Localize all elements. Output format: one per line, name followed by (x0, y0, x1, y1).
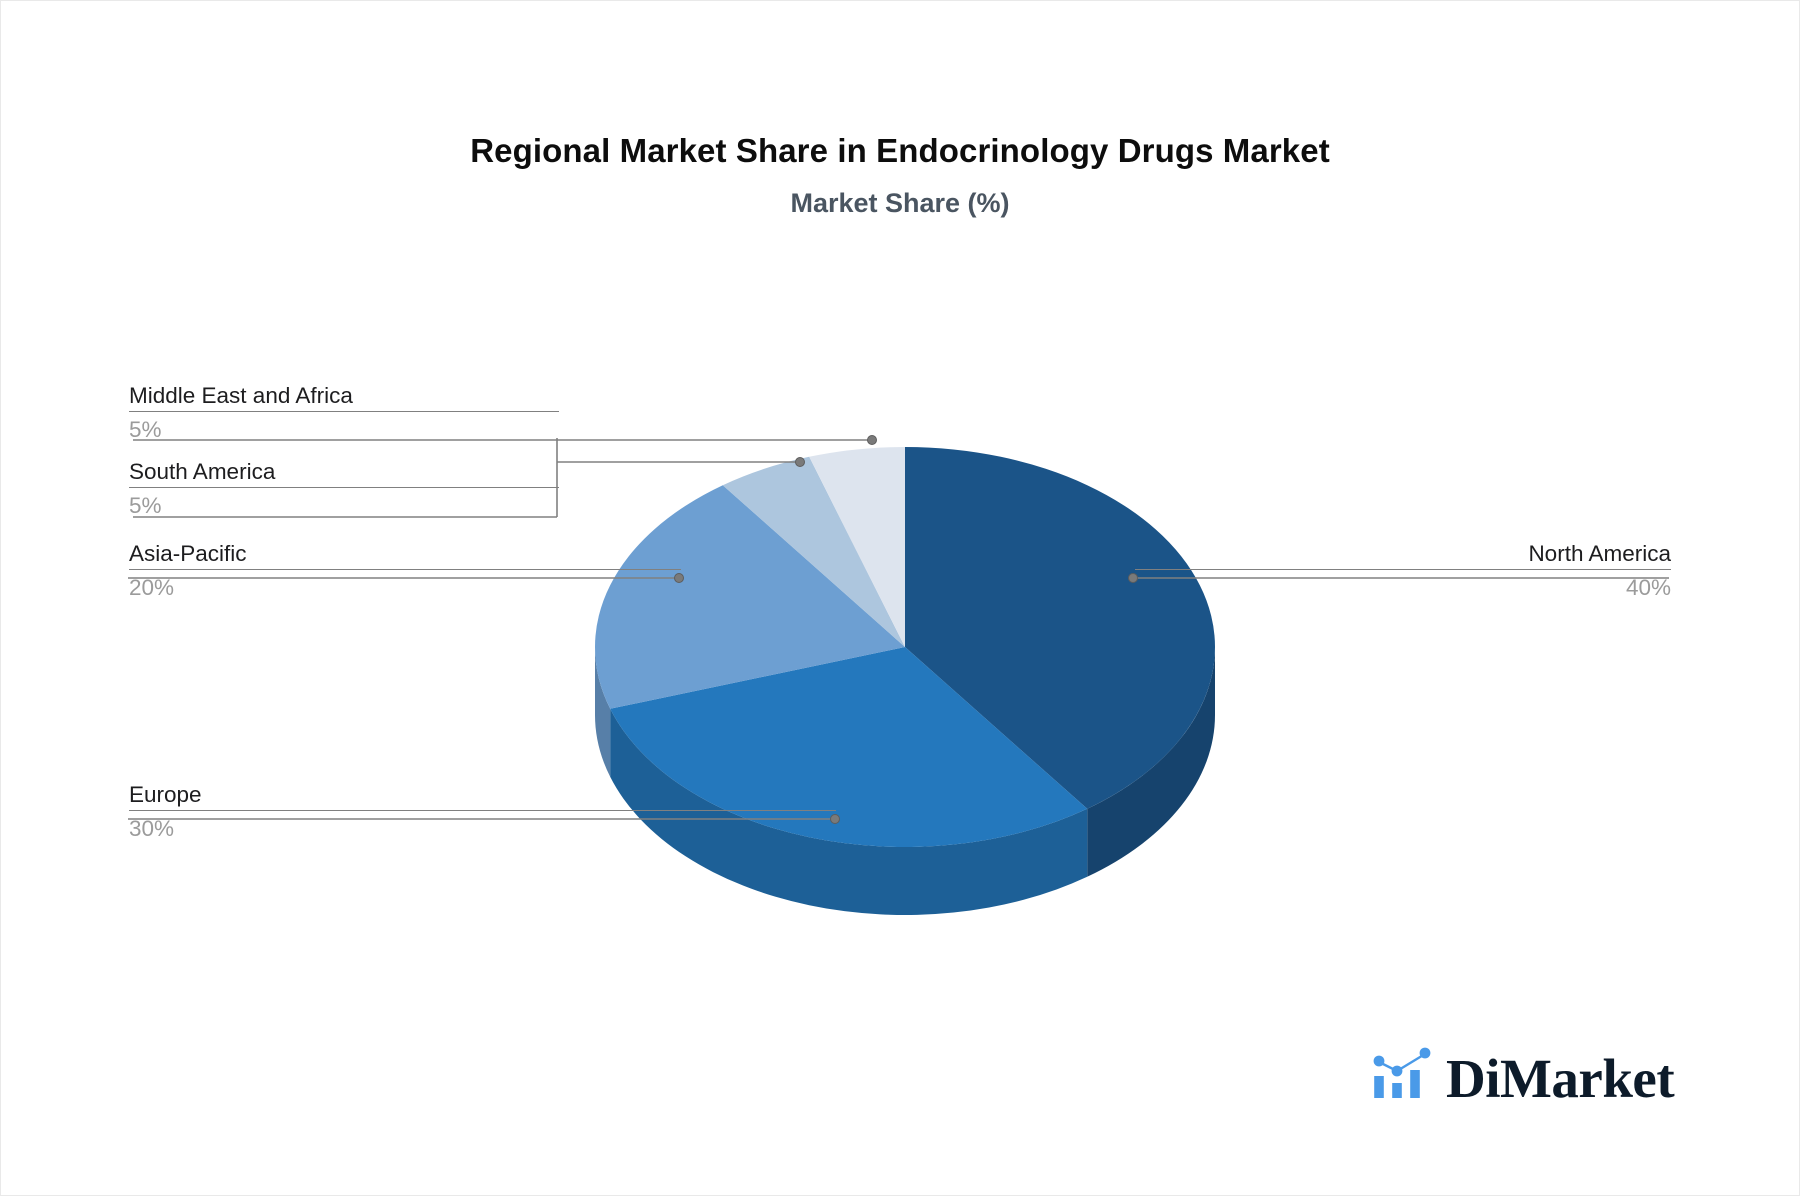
leader-dot-asia-pacific (674, 573, 684, 583)
pie-slice-north-america[interactable] (905, 447, 1215, 809)
pie-slice-middle-east-and-africa[interactable] (809, 447, 905, 647)
callout-label-europe: Europe (129, 782, 202, 807)
pie-wall-asia-pacific (595, 647, 611, 777)
callout-rule-north-america (1135, 569, 1671, 570)
callout-rule-europe (129, 810, 836, 811)
dimarket-bar-chart-icon (1373, 1047, 1431, 1098)
callout-value-europe: 30% (129, 816, 175, 841)
callout-label-north-america: North America (1528, 541, 1671, 566)
callout-rule-south-america (129, 487, 559, 488)
callout-north-america[interactable]: North America 40% (1135, 540, 1671, 603)
pie-slice-europe[interactable] (610, 647, 1088, 847)
pie-depth-walls (595, 647, 1215, 915)
dimarket-logo: DiMarket (1371, 1040, 1675, 1109)
leader-dot-middle-east-africa (867, 435, 877, 445)
callout-label-middle-east-africa: Middle East and Africa (129, 383, 353, 408)
callout-value-south-america: 5% (129, 493, 162, 518)
leader-dot-europe (830, 814, 840, 824)
pie-slice-asia-pacific[interactable] (595, 485, 905, 709)
callout-europe[interactable]: Europe 30% (129, 781, 836, 844)
pie-wall-north-america (1087, 647, 1215, 877)
callout-rule-asia-pacific (129, 569, 681, 570)
leader-dot-north-america (1128, 573, 1138, 583)
callout-asia-pacific[interactable]: Asia-Pacific 20% (129, 540, 681, 603)
callout-label-south-america: South America (129, 459, 276, 484)
callout-middle-east-africa[interactable]: Middle East and Africa 5% (129, 382, 559, 445)
chart-title: Regional Market Share in Endocrinology D… (470, 132, 1330, 169)
leader-dot-south-america (795, 457, 805, 467)
callout-south-america[interactable]: South America 5% (129, 458, 559, 521)
pie-slice-south-america[interactable] (722, 456, 905, 647)
callout-value-middle-east-africa: 5% (129, 417, 162, 442)
callout-value-asia-pacific: 20% (129, 575, 175, 600)
pie-top-face (595, 447, 1215, 847)
callout-rule-middle-east-africa (129, 411, 559, 412)
pie-wall-europe (610, 708, 1088, 915)
callout-value-north-america: 40% (1625, 575, 1671, 600)
chart-subtitle: Market Share (%) (790, 188, 1010, 218)
dimarket-wordmark: DiMarket (1446, 1048, 1675, 1109)
pie-leader-lines (128, 435, 1669, 824)
callout-label-asia-pacific: Asia-Pacific (129, 541, 247, 566)
